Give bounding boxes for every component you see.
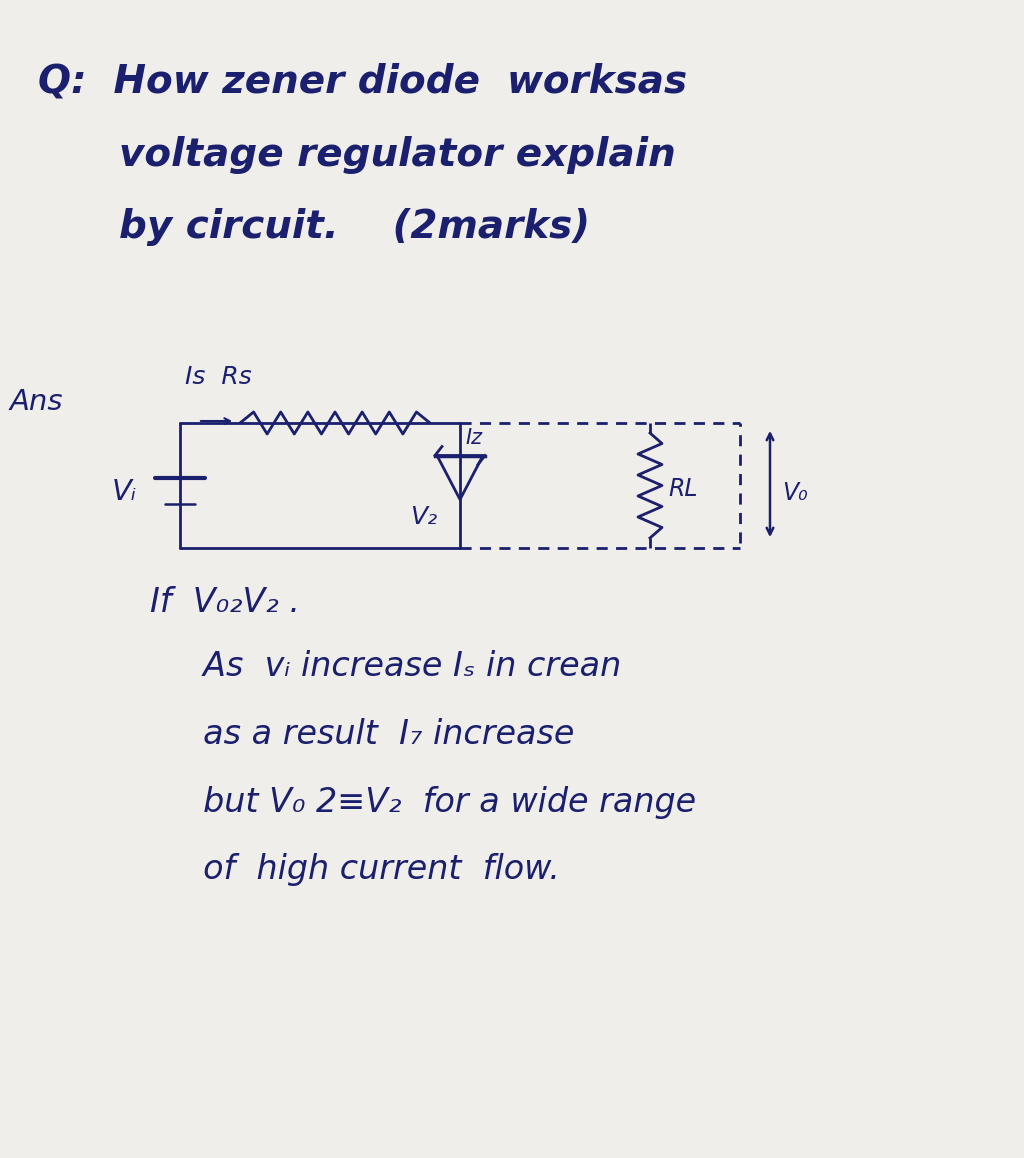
Text: by circuit.    (2marks): by circuit. (2marks) xyxy=(38,208,590,245)
Text: of  high current  flow.: of high current flow. xyxy=(150,853,560,886)
Text: V₀: V₀ xyxy=(782,481,808,505)
Text: Iz: Iz xyxy=(465,427,482,447)
Text: Is  Rs: Is Rs xyxy=(185,365,252,389)
Text: as a result  I₇ increase: as a result I₇ increase xyxy=(150,718,574,752)
Text: Q:  How zener diode  worksas: Q: How zener diode worksas xyxy=(38,63,687,101)
Text: V₂: V₂ xyxy=(410,505,437,528)
Text: Ans: Ans xyxy=(10,388,63,416)
Text: but V₀ 2≡V₂  for a wide range: but V₀ 2≡V₂ for a wide range xyxy=(150,786,696,819)
Text: Vᵢ: Vᵢ xyxy=(112,477,137,506)
Text: If  V₀₂V₂ .: If V₀₂V₂ . xyxy=(150,586,300,620)
Text: voltage regulator explain: voltage regulator explain xyxy=(38,135,676,174)
Text: RL: RL xyxy=(668,477,697,501)
Text: As  vᵢ increase Iₛ in crean: As vᵢ increase Iₛ in crean xyxy=(150,650,622,683)
